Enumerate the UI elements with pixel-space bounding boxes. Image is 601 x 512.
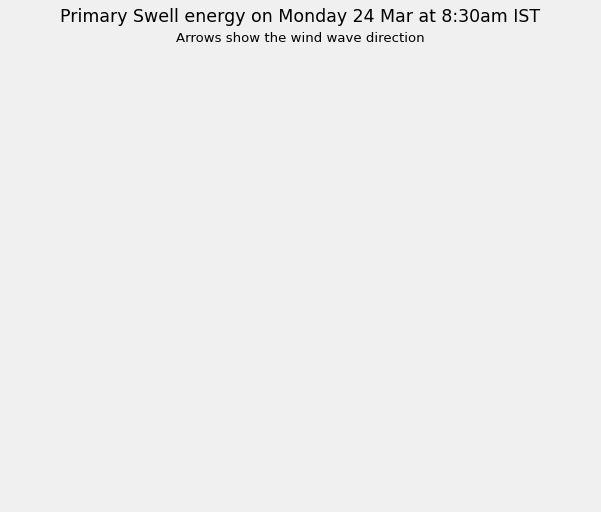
Text: Primary Swell energy on Monday 24 Mar at 8:30am IST: Primary Swell energy on Monday 24 Mar at… xyxy=(61,8,540,26)
Text: Arrows show the wind wave direction: Arrows show the wind wave direction xyxy=(176,32,425,46)
